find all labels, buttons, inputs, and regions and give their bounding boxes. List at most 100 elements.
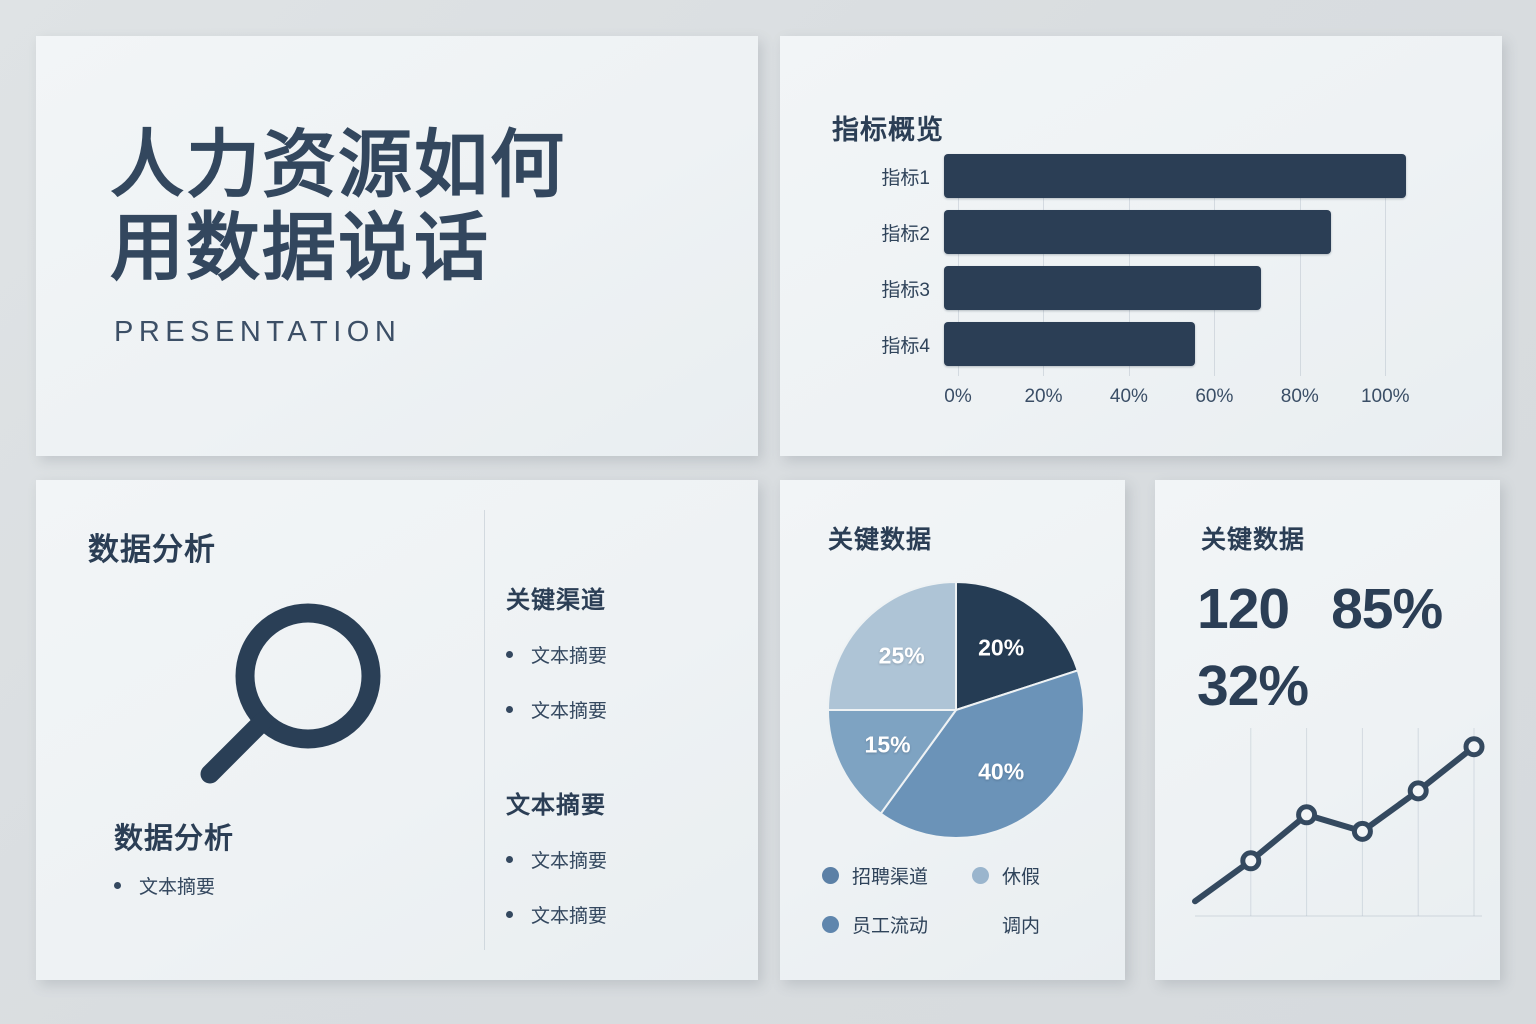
bar-axis-tick: 100%	[1360, 386, 1410, 407]
analysis-right-column: 关键渠道 文本摘要 文本摘要 文本摘要 文本摘要 文本摘要	[506, 580, 732, 956]
bar-category-label: 指标1	[881, 167, 930, 189]
legend-swatch-icon	[972, 916, 989, 933]
pie-chart-title: 关键数据	[828, 526, 933, 554]
bar-track	[944, 210, 1428, 254]
bar-plot-area: 指标1 指标2 指标3 指标4	[832, 154, 1464, 376]
title-subtitle: PRESENTATION	[114, 315, 402, 348]
bar-row: 指标1	[832, 154, 1428, 198]
pie-slice	[879, 669, 1085, 839]
legend-item[interactable]: 招聘渠道	[822, 862, 972, 889]
legend-label: 招聘渠道	[852, 867, 929, 888]
analysis-bullet-list: 文本摘要 文本摘要	[506, 641, 732, 723]
pie-slice-label: 25%	[878, 642, 925, 669]
column-divider	[484, 510, 485, 950]
analysis-bullet-list: 文本摘要 文本摘要	[506, 846, 732, 928]
magnifier-icon	[186, 598, 396, 808]
bullet-dot-icon	[506, 856, 513, 863]
pie-slice	[955, 580, 1079, 712]
bar-row: 指标2	[832, 210, 1428, 254]
analysis-group: 关键渠道 文本摘要 文本摘要	[506, 580, 732, 723]
legend-swatch-icon	[822, 916, 839, 933]
stat-value: 32%	[1197, 654, 1309, 719]
bar-gridline	[1128, 154, 1130, 376]
line-data-point	[1351, 820, 1373, 842]
bar-axis-tick: 40%	[1109, 386, 1148, 407]
line-data-point	[1240, 850, 1262, 872]
bar-gridline	[1043, 154, 1045, 376]
bar-axis-tick: 80%	[1280, 386, 1319, 407]
bar-gridline	[958, 154, 959, 376]
legend-item[interactable]: 员工流动	[822, 911, 972, 938]
legend-item[interactable]: 调内	[972, 911, 1109, 938]
stats-slide[interactable]: 关键数据 120 85% 32%	[1155, 480, 1500, 980]
line-series-path	[1192, 743, 1477, 905]
line-chart	[1191, 716, 1488, 942]
analysis-group-heading: 文本摘要	[506, 792, 606, 819]
line-data-point	[1463, 736, 1485, 758]
bar-gridline	[1385, 154, 1387, 376]
bar-fill	[944, 210, 1332, 254]
analysis-title: 数据分析	[88, 532, 216, 567]
pie-legend: 招聘渠道 休假员工流动 调内	[822, 862, 1109, 938]
list-item-label: 文本摘要	[531, 906, 608, 927]
analysis-left-bullets: 文本摘要	[114, 872, 215, 927]
pie-slice	[826, 580, 957, 711]
legend-swatch-icon	[972, 867, 989, 884]
bar-row: 指标3	[832, 266, 1428, 310]
pie-chart-slide[interactable]: 关键数据 20% 40% 15% 25% 招聘渠道 休假员工流动 调内	[780, 480, 1125, 980]
list-item: 文本摘要	[506, 846, 732, 873]
bullet-dot-icon	[506, 651, 513, 658]
bar-fill	[944, 322, 1195, 366]
bullet-dot-icon	[506, 706, 513, 713]
list-item: 文本摘要	[114, 872, 215, 899]
list-item-label: 文本摘要	[531, 701, 608, 722]
bar-axis-tick: 60%	[1195, 386, 1234, 407]
bar-axis-tick: 20%	[1024, 386, 1063, 407]
bullet-dot-icon	[114, 882, 121, 889]
pie-chart: 20% 40% 15% 25%	[826, 580, 1086, 840]
pie-slice-label: 20%	[978, 634, 1025, 661]
bar-category-label: 指标4	[881, 335, 930, 357]
bullet-dot-icon	[506, 911, 513, 918]
pie-slice-label: 15%	[864, 731, 911, 758]
bar-track	[944, 322, 1428, 366]
list-item: 文本摘要	[506, 641, 732, 668]
line-data-point	[1296, 804, 1318, 826]
title-slide[interactable]: 人力资源如何 用数据说话 PRESENTATION	[36, 36, 758, 456]
analysis-group-heading: 关键渠道	[506, 587, 606, 614]
bar-category-label: 指标3	[881, 279, 930, 301]
bar-gridline	[1299, 154, 1301, 376]
bar-chart-slide[interactable]: 指标概览 指标1 指标2 指标3 指标4 0% 20% 40% 60% 80% 100%	[780, 36, 1502, 456]
bar-category-label: 指标2	[881, 223, 930, 245]
legend-label: 休假	[1002, 867, 1041, 888]
legend-item[interactable]: 休假	[972, 862, 1109, 889]
bar-chart-title: 指标概览	[832, 115, 944, 145]
analysis-slide[interactable]: 数据分析 数据分析 文本摘要 关键渠道 文本摘要 文本摘要 文本摘要 文本摘要 文本摘要	[36, 480, 758, 980]
bar-axis-tick: 0%	[944, 386, 972, 407]
bar-row: 指标4	[832, 322, 1428, 366]
stats-grid: 120 85% 32%	[1197, 574, 1482, 723]
list-item: 文本摘要	[506, 696, 732, 723]
bar-track	[944, 154, 1428, 198]
list-item-label: 文本摘要	[531, 851, 608, 872]
analysis-group: 文本摘要 文本摘要 文本摘要	[506, 785, 732, 928]
legend-label: 调内	[1002, 916, 1041, 937]
legend-swatch-icon	[822, 867, 839, 884]
bar-gridline	[1214, 154, 1216, 376]
page-title: 人力资源如何 用数据说话	[110, 123, 566, 289]
stat-value: 85%	[1331, 577, 1443, 641]
bar-x-axis: 0% 20% 40% 60% 80% 100%	[944, 386, 1428, 414]
stats-title: 关键数据	[1201, 526, 1306, 554]
bar-fill	[944, 154, 1406, 198]
line-data-point	[1407, 780, 1429, 802]
bar-fill	[944, 266, 1261, 310]
pie-slice	[826, 709, 958, 815]
bar-track	[944, 266, 1428, 310]
analysis-subtitle: 数据分析	[114, 823, 235, 855]
list-item-label: 文本摘要	[139, 877, 216, 898]
pie-slice-label: 40%	[978, 758, 1025, 785]
list-item: 文本摘要	[506, 901, 732, 928]
stat-value: 120	[1197, 577, 1290, 641]
bar-chart: 指标1 指标2 指标3 指标4 0% 20% 40% 60% 80% 100%	[832, 154, 1464, 424]
